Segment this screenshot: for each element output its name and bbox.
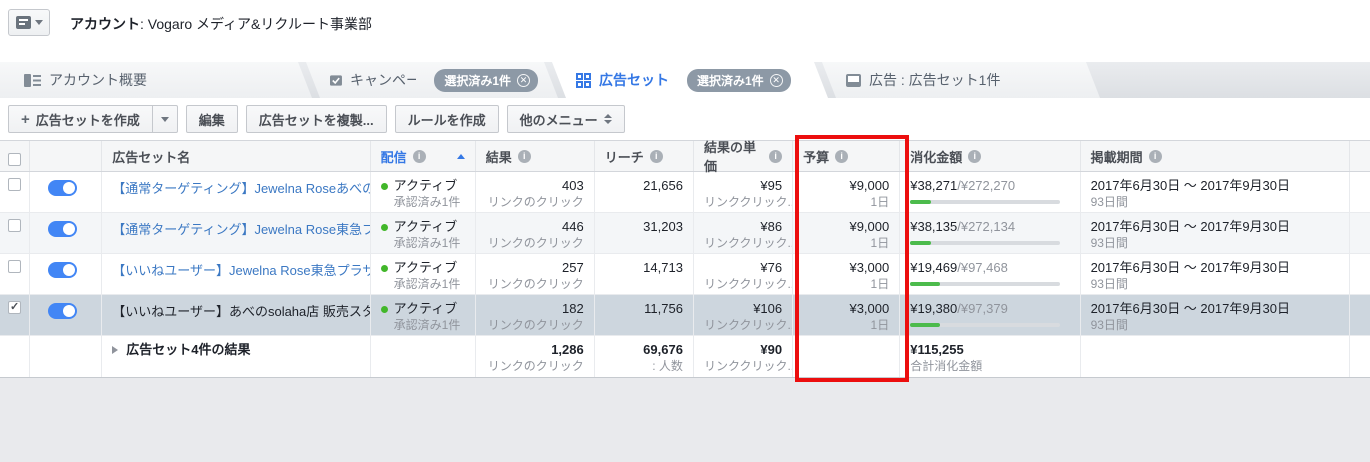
create-ad-set-button[interactable]: + 広告セットを作成 xyxy=(8,105,153,133)
more-menu-button[interactable]: 他のメニュー xyxy=(506,105,625,133)
account-label: アカウント xyxy=(70,16,140,32)
account-overview-icon xyxy=(24,74,41,87)
active-status-dot xyxy=(380,224,388,231)
active-status-dot xyxy=(380,306,388,313)
column-header-reach[interactable]: リーチ xyxy=(595,141,694,171)
header-filler-cell xyxy=(1350,141,1370,171)
header-toggle-cell xyxy=(30,141,103,171)
row-checkbox[interactable] xyxy=(8,178,21,191)
badge-label: 選択済み1件 xyxy=(697,73,764,88)
column-header-schedule[interactable]: 掲載期間 xyxy=(1081,141,1350,171)
select-all-checkbox[interactable] xyxy=(8,152,21,166)
info-icon[interactable] xyxy=(968,149,982,163)
tab-label: 広告 : 広告セット1件 xyxy=(869,72,1001,88)
info-icon[interactable] xyxy=(517,149,531,163)
row-checkbox[interactable] xyxy=(8,300,21,314)
active-status-dot xyxy=(380,265,388,272)
ads-screen-icon xyxy=(846,74,861,87)
adset-name-link[interactable]: 【いいねユーザー】あべのsolaha店 販売スタッフ xyxy=(112,304,369,319)
tab-ads[interactable]: 広告 : 広告セット1件 xyxy=(822,62,1100,98)
info-icon[interactable] xyxy=(412,149,426,163)
top-bar: アカウント: Vogaro メディア&リクルート事業部 xyxy=(0,0,1370,62)
expand-triangle-icon[interactable] xyxy=(112,346,119,354)
ad-set-grid-icon xyxy=(576,73,591,88)
caret-down-icon xyxy=(34,20,43,25)
row-checkbox[interactable] xyxy=(8,219,21,232)
info-icon[interactable] xyxy=(649,149,663,163)
selected-count-badge[interactable]: 選択済み1件 xyxy=(687,69,791,92)
table-header-row: 広告セット名 配信 結果 リーチ 結果の単価 予算 消化金額 xyxy=(0,140,1370,174)
account-title: アカウント: Vogaro メディア&リクルート事業部 xyxy=(70,9,372,34)
column-header-budget[interactable]: 予算 xyxy=(793,141,901,171)
tab-campaigns[interactable]: キャンペーン 選択済み1件 xyxy=(306,62,558,98)
table-row: 【いいねユーザー】Jewelna Rose東急プラザ表... アクティブ 承認済… xyxy=(0,254,1370,295)
clear-selection-icon[interactable] xyxy=(517,74,530,87)
tab-label: キャンペーン xyxy=(349,72,417,88)
sort-ascending-icon xyxy=(456,153,465,159)
column-header-cost-per-result[interactable]: 結果の単価 xyxy=(694,140,794,174)
plus-icon: + xyxy=(21,110,30,128)
column-header-delivery[interactable]: 配信 xyxy=(371,141,476,171)
info-icon[interactable] xyxy=(769,149,783,163)
adset-name-link[interactable]: 【通常ターゲティング】Jewelna Roseあべのsol... xyxy=(112,181,369,196)
table-row: 【通常ターゲティング】Jewelna Rose東急プラ... アクティブ 承認済… xyxy=(0,213,1370,254)
column-header-name[interactable]: 広告セット名 xyxy=(102,141,371,171)
header-checkbox-cell xyxy=(0,141,30,171)
badge-label: 選択済み1件 xyxy=(444,73,511,88)
create-ad-set-split-button: + 広告セットを作成 xyxy=(8,105,178,133)
info-icon[interactable] xyxy=(835,149,849,163)
column-header-amount-spent[interactable]: 消化金額 xyxy=(900,141,1081,171)
clear-selection-icon[interactable] xyxy=(770,74,783,87)
ad-sets-table: 広告セット名 配信 結果 リーチ 結果の単価 予算 消化金額 xyxy=(0,140,1370,378)
caret-down-icon xyxy=(160,116,169,122)
status-toggle[interactable] xyxy=(47,303,77,319)
table-row: 【通常ターゲティング】Jewelna Roseあべのsol... アクティブ 承… xyxy=(0,172,1370,213)
campaign-check-icon xyxy=(330,74,342,87)
create-ad-set-dropdown[interactable] xyxy=(152,105,178,133)
ad-sets-panel: + 広告セットを作成 編集 広告セットを複製... ルールを作成 他のメニュー … xyxy=(0,98,1370,378)
spend-progress-bar xyxy=(910,241,1061,245)
active-status-dot xyxy=(380,183,388,190)
adset-name-link[interactable]: 【通常ターゲティング】Jewelna Rose東急プラ... xyxy=(112,222,371,237)
spend-progress-bar xyxy=(910,282,1061,286)
tab-label: アカウント概要 xyxy=(49,72,147,88)
ads-manager-menu-icon xyxy=(15,16,31,29)
spend-progress-bar xyxy=(910,323,1061,327)
spend-progress-bar xyxy=(910,200,1061,204)
tab-strip: アカウント概要 キャンペーン 選択済み1件 広告セット 選択済み1件 広告 xyxy=(0,62,1370,98)
info-icon[interactable] xyxy=(1148,149,1162,163)
totals-row: 広告セット4件の結果 1,286 リンクのクリック 69,676: 人数 ¥90 リ… xyxy=(0,336,1370,378)
row-checkbox[interactable] xyxy=(8,260,21,273)
up-down-arrows-icon xyxy=(603,114,612,124)
account-menu-button[interactable] xyxy=(8,9,50,36)
adset-name-link[interactable]: 【いいねユーザー】Jewelna Rose東急プラザ表... xyxy=(112,263,369,278)
selected-count-badge[interactable]: 選択済み1件 xyxy=(434,69,538,92)
tab-ad-sets[interactable]: 広告セット 選択済み1件 xyxy=(552,62,828,98)
table-row: 【いいねユーザー】あべのsolaha店 販売スタッフ アクティブ 承認済み1件 … xyxy=(0,295,1370,336)
duplicate-ad-set-button[interactable]: 広告セットを複製... xyxy=(245,105,387,133)
status-toggle[interactable] xyxy=(47,221,77,237)
tab-account-overview[interactable]: アカウント概要 xyxy=(0,62,312,98)
status-toggle[interactable] xyxy=(47,180,77,196)
edit-button[interactable]: 編集 xyxy=(185,105,238,133)
status-toggle[interactable] xyxy=(47,262,77,278)
tab-label: 広告セット xyxy=(599,72,669,88)
account-value: : Vogaro メディア&リクルート事業部 xyxy=(140,16,372,32)
toolbar: + 広告セットを作成 編集 広告セットを複製... ルールを作成 他のメニュー xyxy=(0,98,1370,140)
column-header-result[interactable]: 結果 xyxy=(476,141,595,171)
create-rule-button[interactable]: ルールを作成 xyxy=(394,105,499,133)
